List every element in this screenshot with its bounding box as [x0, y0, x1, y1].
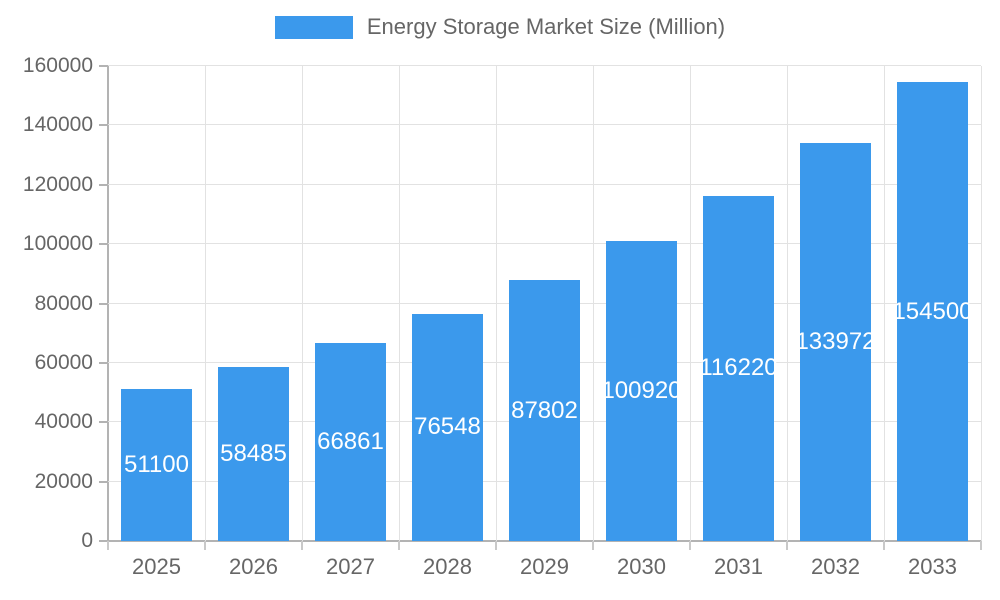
- x-gridline: [398, 66, 400, 541]
- bar[interactable]: 66861: [314, 342, 387, 541]
- y-axis-tick-label: 40000: [34, 410, 93, 434]
- x-axis-tick: [397, 541, 400, 550]
- y-axis-tick: [99, 480, 108, 483]
- bar-value-label: 154500: [892, 297, 973, 325]
- y-axis-tick: [99, 540, 108, 542]
- x-axis-tick: [204, 541, 206, 550]
- legend[interactable]: Energy Storage Market Size (Million): [0, 14, 1000, 40]
- y-axis-tick-label: 20000: [34, 469, 93, 493]
- bar[interactable]: 116220: [699, 195, 778, 541]
- x-axis-tick-label: 2027: [326, 554, 375, 579]
- y-axis-tick: [99, 124, 108, 127]
- y-axis-tick-label: 120000: [22, 172, 93, 196]
- x-axis-tick: [592, 541, 594, 550]
- x-axis-tick: [786, 541, 788, 550]
- y-axis-tick-label: 160000: [22, 54, 93, 77]
- y-axis-tick-label: 100000: [22, 232, 93, 256]
- y-axis-tick-label: 80000: [34, 291, 93, 315]
- x-gridline: [205, 66, 206, 541]
- x-axis-tick: [301, 541, 303, 550]
- x-axis-tick: [688, 541, 691, 550]
- x-axis-line: [108, 540, 981, 542]
- y-axis-tick: [99, 65, 108, 67]
- x-axis-tick-label: 2028: [423, 554, 472, 579]
- bar-value-label: 58485: [220, 440, 287, 468]
- y-axis-tick: [99, 243, 108, 246]
- y-gridline: [108, 243, 981, 245]
- y-axis-tick: [99, 421, 108, 424]
- legend-label: Energy Storage Market Size (Million): [366, 14, 726, 39]
- x-gridline: [689, 66, 691, 541]
- bar-value-label: 116220: [699, 354, 778, 382]
- y-gridline: [108, 183, 981, 185]
- y-axis-tick: [99, 183, 108, 186]
- x-gridline: [884, 66, 885, 541]
- x-gridline: [496, 66, 497, 541]
- x-gridline: [593, 66, 594, 541]
- x-axis-tick: [107, 541, 109, 550]
- y-axis-tick-label: 60000: [34, 350, 93, 374]
- x-gridline: [981, 66, 982, 541]
- legend-swatch: [274, 15, 353, 39]
- bar[interactable]: 154500: [892, 82, 973, 541]
- y-axis-line: [107, 66, 109, 541]
- x-axis-tick-label: 2025: [132, 554, 181, 579]
- x-axis-tick: [980, 541, 982, 550]
- y-axis-tick: [99, 361, 108, 364]
- x-axis-tick-label: 2026: [229, 554, 278, 579]
- x-axis-tick: [883, 541, 885, 550]
- bar-value-label: 66861: [317, 427, 384, 455]
- bar-value-label: 51100: [124, 451, 189, 479]
- x-axis-tick: [495, 541, 497, 550]
- bar-value-label: 100920: [601, 377, 682, 405]
- x-axis-tick-label: 2032: [811, 554, 860, 579]
- bar-value-label: 87802: [511, 396, 578, 424]
- bar[interactable]: 76548: [411, 313, 484, 541]
- plot-area: 0 20000 40000 60000 80000 100000 120000 140000 1…: [23, 54, 982, 579]
- y-axis-tick-label: 0: [81, 529, 93, 552]
- x-axis-tick-label: 2029: [520, 554, 569, 579]
- bar[interactable]: 51100: [120, 389, 193, 541]
- y-gridline: [108, 124, 981, 126]
- x-axis-tick-label: 2033: [908, 554, 957, 579]
- bar-value-label: 76548: [414, 413, 481, 441]
- y-gridline: [108, 65, 981, 66]
- bar[interactable]: 87802: [508, 280, 581, 541]
- x-gridline: [302, 66, 303, 541]
- y-axis-tick: [99, 302, 108, 305]
- bar-value-label: 133972: [795, 328, 876, 356]
- x-axis-tick-label: 2031: [714, 554, 763, 579]
- bar[interactable]: 100920: [601, 241, 682, 541]
- x-gridline: [787, 66, 788, 541]
- bar[interactable]: 58485: [217, 367, 290, 541]
- x-axis-tick-label: 2030: [617, 554, 666, 579]
- y-axis-tick-label: 140000: [22, 113, 93, 137]
- bar[interactable]: 133972: [795, 143, 876, 541]
